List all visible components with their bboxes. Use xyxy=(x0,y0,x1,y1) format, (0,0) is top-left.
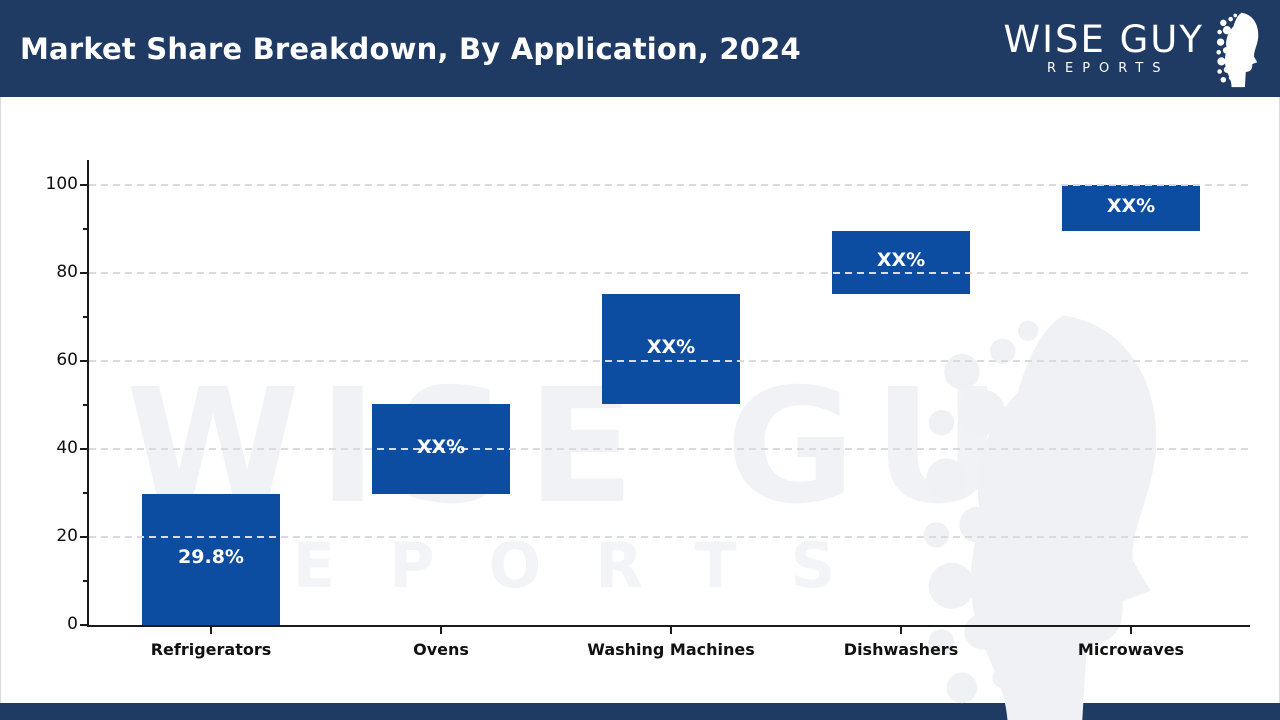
brand-logo-reports: REPORTS xyxy=(1046,61,1170,77)
gridline-y-60 xyxy=(89,360,1250,362)
y-minor-tick-50 xyxy=(83,404,87,406)
y-tick-label-40: 40 xyxy=(56,438,78,458)
bar-microwaves xyxy=(1062,185,1200,231)
bar-dishwashers xyxy=(832,230,970,295)
brand-head-icon xyxy=(1216,12,1259,87)
y-axis-line xyxy=(87,160,89,627)
x-tick-ovens xyxy=(440,627,442,634)
y-major-tick-40 xyxy=(80,448,87,450)
x-tick-microwaves xyxy=(1130,627,1132,634)
x-tick-washing-machines xyxy=(670,627,672,634)
x-label-dishwashers: Dishwashers xyxy=(843,640,959,659)
y-minor-tick-30 xyxy=(83,492,87,494)
watermark-head-icon xyxy=(923,315,1157,720)
x-tick-dishwashers xyxy=(900,627,902,634)
y-major-tick-100 xyxy=(80,184,87,186)
gridline-y-20 xyxy=(89,536,1250,538)
y-tick-label-20: 20 xyxy=(56,526,78,546)
y-tick-label-100: 100 xyxy=(45,174,78,194)
gridline-y-80 xyxy=(89,272,1250,274)
x-label-microwaves: Microwaves xyxy=(1077,640,1185,659)
y-major-tick-60 xyxy=(80,360,87,362)
x-label-ovens: Ovens xyxy=(413,640,469,659)
x-axis-line xyxy=(87,625,1250,627)
bar-washing-machines xyxy=(602,294,740,405)
watermark-text-reports: REPORTS xyxy=(191,529,890,602)
bar-label-washing-machines: XX% xyxy=(646,336,696,359)
x-label-refrigerators: Refrigerators xyxy=(150,640,272,659)
brand-logo-wise-guy: WISE GUY xyxy=(1003,17,1204,61)
x-tick-refrigerators xyxy=(210,627,212,634)
y-major-tick-20 xyxy=(80,536,87,538)
y-minor-tick-90 xyxy=(83,228,87,230)
bar-label-refrigerators: 29.8% xyxy=(178,546,244,569)
y-tick-label-60: 60 xyxy=(56,350,78,370)
bar-label-microwaves: XX% xyxy=(1106,194,1156,217)
footer-bar xyxy=(0,703,1280,720)
y-major-tick-0 xyxy=(80,624,87,626)
bar-label-dishwashers: XX% xyxy=(876,249,926,272)
brand-logo: WISE GUY REPORTS xyxy=(1004,10,1280,88)
y-minor-tick-70 xyxy=(83,316,87,318)
y-minor-tick-10 xyxy=(83,580,87,582)
y-major-tick-80 xyxy=(80,272,87,274)
brand-logo-text: WISE GUY REPORTS xyxy=(1003,17,1204,77)
page-title: Market Share Breakdown, By Application, … xyxy=(20,31,801,66)
y-tick-label-0: 0 xyxy=(67,614,78,634)
y-tick-label-80: 80 xyxy=(56,262,78,282)
gridline-y-40 xyxy=(89,448,1250,450)
x-label-washing-machines: Washing Machines xyxy=(587,640,755,659)
bar-label-ovens: XX% xyxy=(416,436,466,458)
header-bar: Market Share Breakdown, By Application, … xyxy=(0,0,1280,97)
gridline-y-100 xyxy=(89,184,1250,186)
bar-refrigerators xyxy=(142,493,280,625)
